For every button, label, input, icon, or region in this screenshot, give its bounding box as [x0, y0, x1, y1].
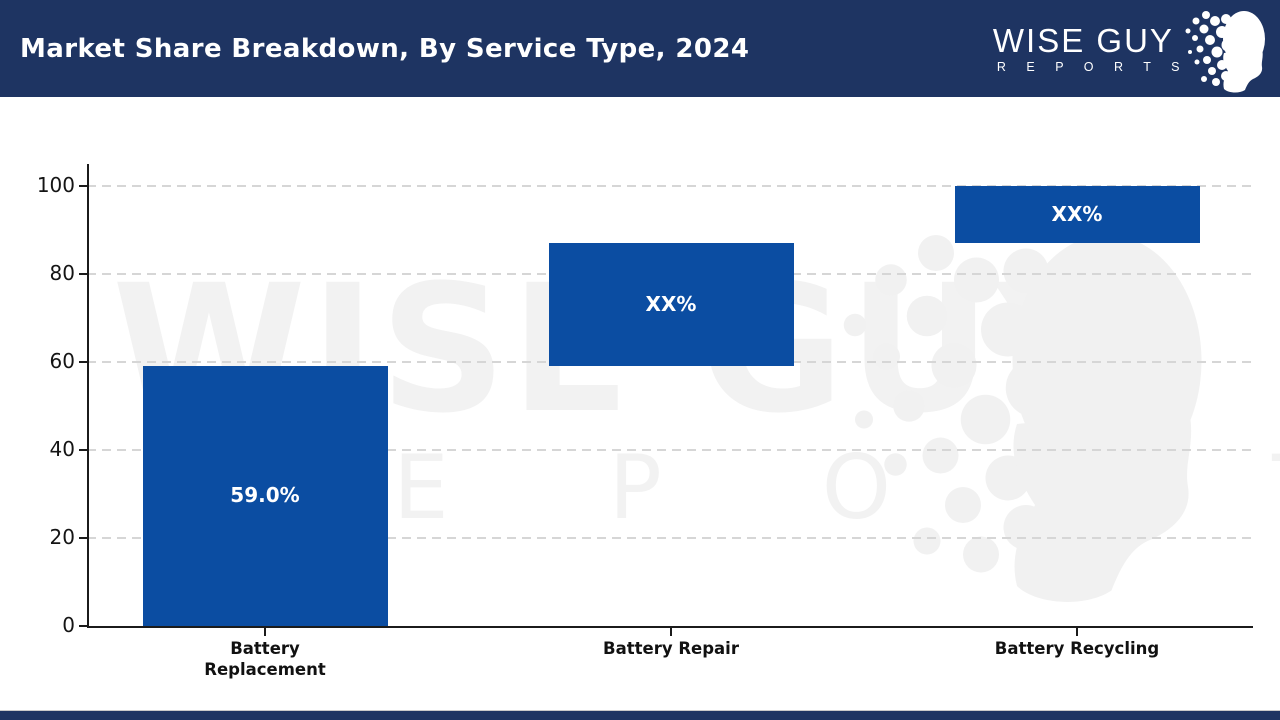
bar-label: 59.0% — [230, 483, 300, 508]
brand-wordmark: WISE GUY — [992, 21, 1174, 59]
y-tick-label: 100 — [36, 173, 75, 197]
y-tick-mark — [79, 361, 87, 363]
y-tick-label: 40 — [49, 437, 75, 461]
face-profile-dots-icon — [1185, 10, 1265, 93]
y-axis-line — [87, 164, 89, 628]
y-tick-mark — [79, 625, 87, 627]
x-tick-mark — [670, 628, 672, 636]
bar — [548, 243, 794, 367]
brand-subtext: R E P O R T S — [996, 59, 1188, 74]
y-tick-label: 80 — [49, 261, 75, 285]
y-tick-label: 0 — [62, 613, 75, 637]
x-tick-mark — [1076, 628, 1078, 636]
x-axis-line — [87, 626, 1253, 628]
y-tick-label: 20 — [49, 525, 75, 549]
gridline — [87, 449, 1253, 451]
bar-label: XX% — [1051, 201, 1103, 226]
gridline — [87, 185, 1253, 187]
bar-label: XX% — [645, 291, 697, 316]
brand-logo-text: WISE GUY R E P O R T S — [993, 24, 1188, 74]
x-tick-mark — [264, 628, 266, 636]
x-category-label: Battery Recycling — [994, 639, 1160, 658]
bar — [954, 186, 1200, 244]
bar — [142, 366, 388, 626]
chart-title: Market Share Breakdown, By Service Type,… — [20, 33, 750, 64]
header-bar: Market Share Breakdown, By Service Type,… — [0, 0, 1280, 97]
y-tick-mark — [79, 185, 87, 187]
brand-logo: WISE GUY R E P O R T S — [993, 5, 1266, 93]
y-tick-mark — [79, 273, 87, 275]
y-tick-label: 60 — [49, 349, 75, 373]
x-category-label: Battery Replacement — [204, 639, 326, 680]
y-tick-mark — [79, 449, 87, 451]
footer-bar — [0, 710, 1280, 720]
y-tick-mark — [79, 537, 87, 539]
gridline — [87, 537, 1253, 539]
x-category-label: Battery Repair — [603, 639, 739, 658]
